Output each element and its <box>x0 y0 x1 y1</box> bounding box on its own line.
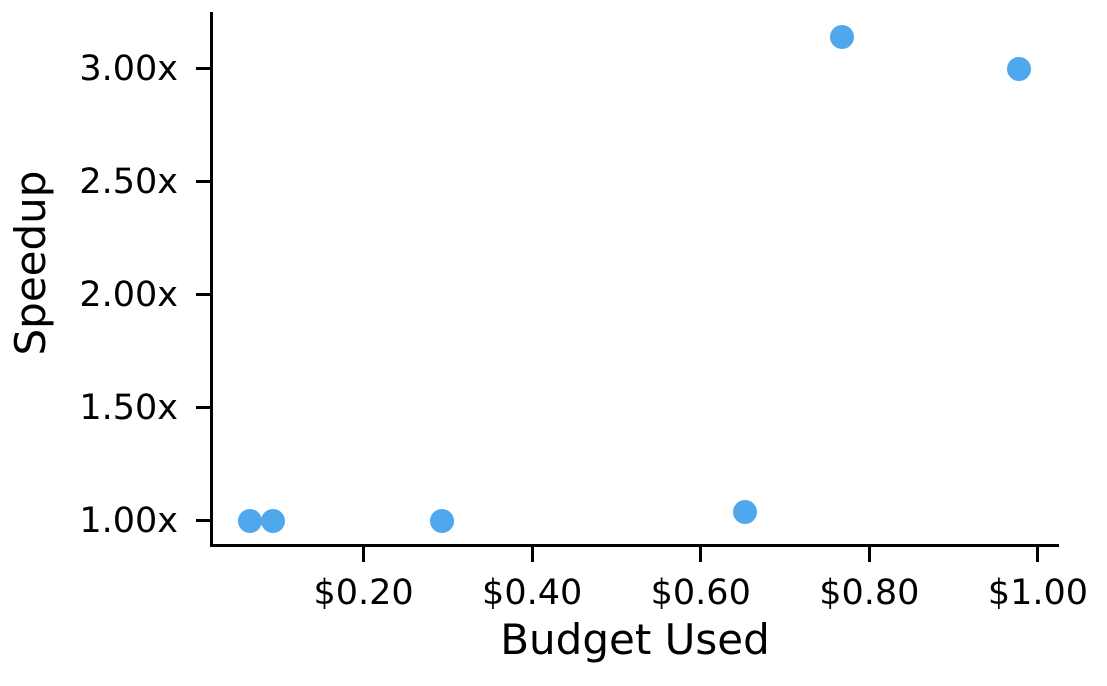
x-tick-label: $0.40 <box>482 573 583 613</box>
y-tick-mark <box>196 293 211 297</box>
data-point <box>830 24 855 49</box>
x-tick-mark <box>362 546 366 562</box>
x-tick-mark <box>1036 546 1040 562</box>
y-tick-mark <box>196 67 211 71</box>
y-axis-label: Speedup <box>5 170 55 356</box>
y-tick-label: 3.00x <box>79 48 178 89</box>
x-tick-label: $0.20 <box>313 573 414 613</box>
y-tick-label: 1.00x <box>79 500 178 541</box>
x-tick-mark <box>867 546 871 562</box>
data-point <box>261 508 286 533</box>
x-tick-label: $1.00 <box>987 573 1089 613</box>
y-tick-label: 2.50x <box>79 161 178 202</box>
x-axis-spine <box>210 544 1059 547</box>
x-axis-label: Budget Used <box>500 615 770 664</box>
x-tick-label: $0.80 <box>819 573 920 613</box>
data-point <box>237 508 262 533</box>
data-point <box>429 508 454 533</box>
y-tick-mark <box>196 519 211 523</box>
y-tick-mark <box>196 406 211 410</box>
y-tick-label: 2.00x <box>79 274 178 315</box>
x-tick-mark <box>530 546 534 562</box>
x-tick-label: $0.60 <box>650 573 751 613</box>
x-tick-mark <box>699 546 703 562</box>
data-point <box>733 499 758 524</box>
y-tick-label: 1.50x <box>79 387 178 428</box>
y-tick-mark <box>196 180 211 184</box>
y-axis-spine <box>210 12 213 547</box>
data-point <box>1007 56 1032 81</box>
